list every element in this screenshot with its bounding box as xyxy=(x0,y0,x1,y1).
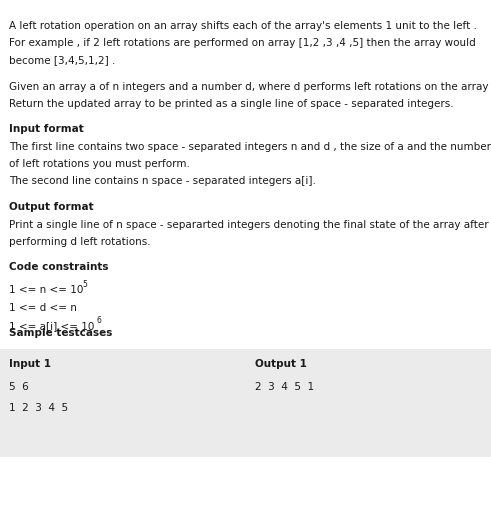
Text: Input format: Input format xyxy=(9,124,83,134)
Text: Code constraints: Code constraints xyxy=(9,262,109,272)
Text: 1 <= n <= 10: 1 <= n <= 10 xyxy=(9,285,83,295)
Text: 5: 5 xyxy=(83,280,88,289)
Text: performing d left rotations.: performing d left rotations. xyxy=(9,237,150,247)
Text: The second line contains n space - separated integers a[i].: The second line contains n space - separ… xyxy=(9,176,316,186)
Text: 6: 6 xyxy=(97,316,102,325)
Text: 1 <= a[i] <= 10: 1 <= a[i] <= 10 xyxy=(9,321,94,331)
Text: Return the updated array to be printed as a single line of space - separated int: Return the updated array to be printed a… xyxy=(9,99,454,109)
Text: 1  2  3  4  5: 1 2 3 4 5 xyxy=(9,403,68,413)
Bar xyxy=(0,349,491,457)
Text: 5  6: 5 6 xyxy=(9,382,28,392)
Text: 2  3  4  5  1: 2 3 4 5 1 xyxy=(255,382,314,392)
Text: Output 1: Output 1 xyxy=(255,359,307,369)
Text: of left rotations you must perform.: of left rotations you must perform. xyxy=(9,159,190,169)
Text: 1 <= d <= n: 1 <= d <= n xyxy=(9,303,77,313)
Text: become [3,4,5,1,2] .: become [3,4,5,1,2] . xyxy=(9,55,115,65)
Text: Input 1: Input 1 xyxy=(9,359,51,369)
Text: Output format: Output format xyxy=(9,202,93,212)
Text: The first line contains two space - separated integers n and d , the size of a a: The first line contains two space - sepa… xyxy=(9,142,491,152)
Text: Given an array a of n integers and a number d, where d performs left rotations o: Given an array a of n integers and a num… xyxy=(9,82,491,92)
Text: A left rotation operation on an array shifts each of the array's elements 1 unit: A left rotation operation on an array sh… xyxy=(9,21,477,31)
Text: Print a single line of n space - separarted integers denoting the final state of: Print a single line of n space - separar… xyxy=(9,220,489,230)
Text: Sample testcases: Sample testcases xyxy=(9,328,112,338)
Text: For example , if 2 left rotations are performed on array [1,2 ,3 ,4 ,5] then the: For example , if 2 left rotations are pe… xyxy=(9,38,476,48)
